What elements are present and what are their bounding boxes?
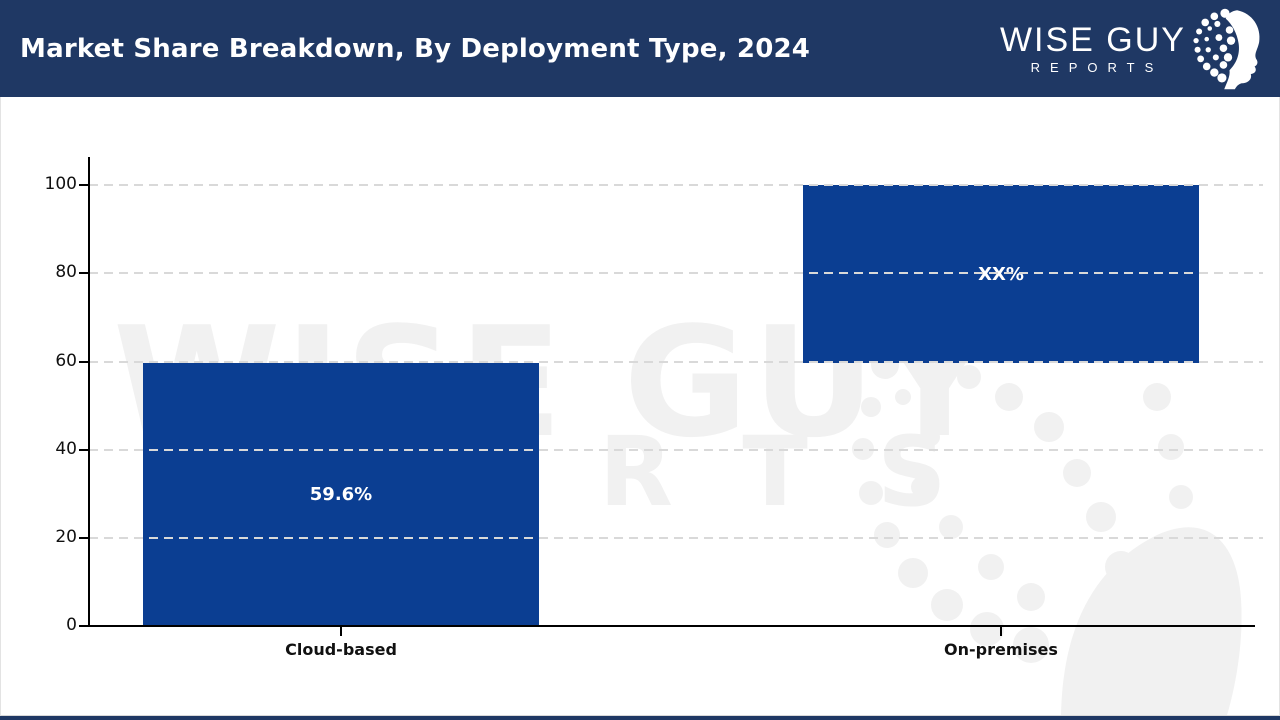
x-tick-mark-on-premises — [1000, 627, 1002, 636]
gridline-80 — [89, 272, 1263, 275]
y-axis-line — [88, 157, 90, 627]
y-tick-mark-40 — [79, 448, 88, 451]
y-tick-label-80: 80 — [55, 262, 77, 283]
plot-area: 02040608010059.6%Cloud-basedXX%On-premis… — [1, 97, 1279, 715]
y-tick-label-60: 60 — [55, 350, 77, 371]
y-tick-label-0: 0 — [66, 615, 77, 635]
page-title: Market Share Breakdown, By Deployment Ty… — [20, 33, 811, 64]
y-tick-mark-100 — [79, 184, 88, 187]
bar-value-label-cloud-based: 59.6% — [309, 484, 373, 506]
x-axis-line — [86, 625, 1255, 627]
logo-wordmark: WISE GUY — [999, 20, 1186, 59]
gridline-40 — [89, 448, 1263, 451]
report-header: Market Share Breakdown, By Deployment Ty… — [0, 0, 1280, 97]
gridline-100 — [89, 184, 1263, 187]
y-tick-label-100: 100 — [44, 174, 77, 195]
y-tick-mark-80 — [79, 272, 88, 275]
gridline-20 — [89, 536, 1263, 539]
chart-canvas: WISE GUY R T S 0 20 40 60 80 100 59.6% Cloud-ba… — [0, 97, 1280, 716]
x-category-label-cloud-based: Cloud-based — [285, 640, 397, 659]
dotted-head-profile-icon — [1193, 8, 1260, 89]
y-tick-label-20: 20 — [55, 526, 77, 547]
x-category-label-on-premises: On-premises — [944, 640, 1058, 659]
footer-accent-bar — [0, 716, 1280, 720]
y-tick-mark-60 — [79, 360, 88, 363]
y-tick-label-40: 40 — [55, 438, 77, 459]
x-tick-mark-cloud-based — [340, 627, 342, 636]
gridline-60 — [89, 360, 1263, 363]
y-tick-mark-0 — [79, 625, 88, 627]
wise-guy-reports-logo: WISE GUY REPORTS — [1000, 7, 1280, 91]
logo-wordmark-block: WISE GUY REPORTS — [1000, 23, 1186, 75]
y-tick-mark-20 — [79, 536, 88, 539]
logo-subtext: REPORTS — [1030, 59, 1164, 75]
bar-cloud-based: 59.6% — [143, 363, 539, 626]
